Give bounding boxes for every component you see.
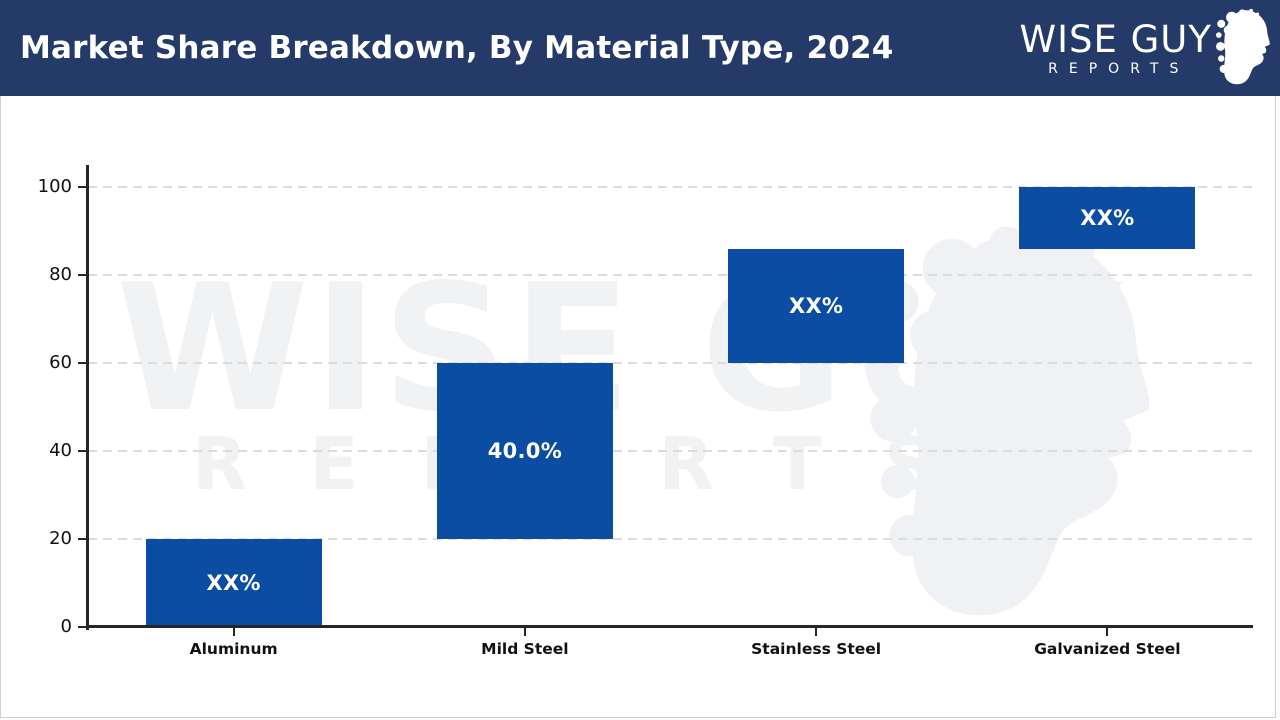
chart-title: Market Share Breakdown, By Material Type… [20,30,894,66]
y-tick-label: 0 [60,616,72,637]
x-axis-label-galvanized-steel: Galvanized Steel [1034,640,1181,658]
x-tick-mark [232,628,235,636]
x-axis-label-mild-steel: Mild Steel [481,640,569,658]
bar-galvanized-steel: XX% [1019,187,1196,249]
y-tick-mark [78,450,86,452]
card-border-bottom [0,717,1276,718]
gridline [88,450,1253,452]
y-tick-mark [78,186,86,188]
x-axis-line [86,625,1253,628]
x-tick-mark [815,628,818,636]
wiseguy-logo-text: WISE GUY REPORTS [1020,21,1212,76]
y-tick-mark [78,362,86,364]
y-tick-label: 80 [49,264,72,285]
bar-value-label: XX% [206,571,261,595]
x-axis-label-aluminum: Aluminum [189,640,278,658]
gridline [88,362,1253,364]
header: Market Share Breakdown, By Material Type… [0,0,1280,96]
gridline [88,538,1253,540]
y-axis-line [86,165,89,630]
y-tick-mark [78,538,86,540]
bar-mild-steel: 40.0% [436,363,613,539]
x-tick-mark [1106,628,1109,636]
card-border-left [0,96,1,717]
bar-stainless-steel: XX% [728,248,905,363]
y-tick-mark [78,274,86,276]
x-axis-label-stainless-steel: Stainless Steel [751,640,882,658]
logo-wordmark: WISE GUY [1019,17,1212,61]
bar-value-label: XX% [788,293,844,318]
wiseguy-logo: WISE GUY REPORTS [1020,0,1272,96]
bar-value-label: XX% [1080,205,1135,230]
y-tick-label: 40 [49,440,72,461]
gridline [88,186,1253,188]
card-border-right [1275,96,1276,717]
gridline [88,274,1253,276]
y-tick-label: 60 [49,352,72,373]
bar-value-label: 40.0% [487,439,563,463]
y-tick-mark [78,626,86,628]
x-tick-mark [523,628,526,636]
wiseguy-face-icon [1214,7,1272,89]
y-tick-label: 20 [49,528,72,549]
logo-subtitle: REPORTS [1048,60,1190,77]
y-tick-label: 100 [37,176,72,197]
bar-aluminum: XX% [145,539,322,627]
